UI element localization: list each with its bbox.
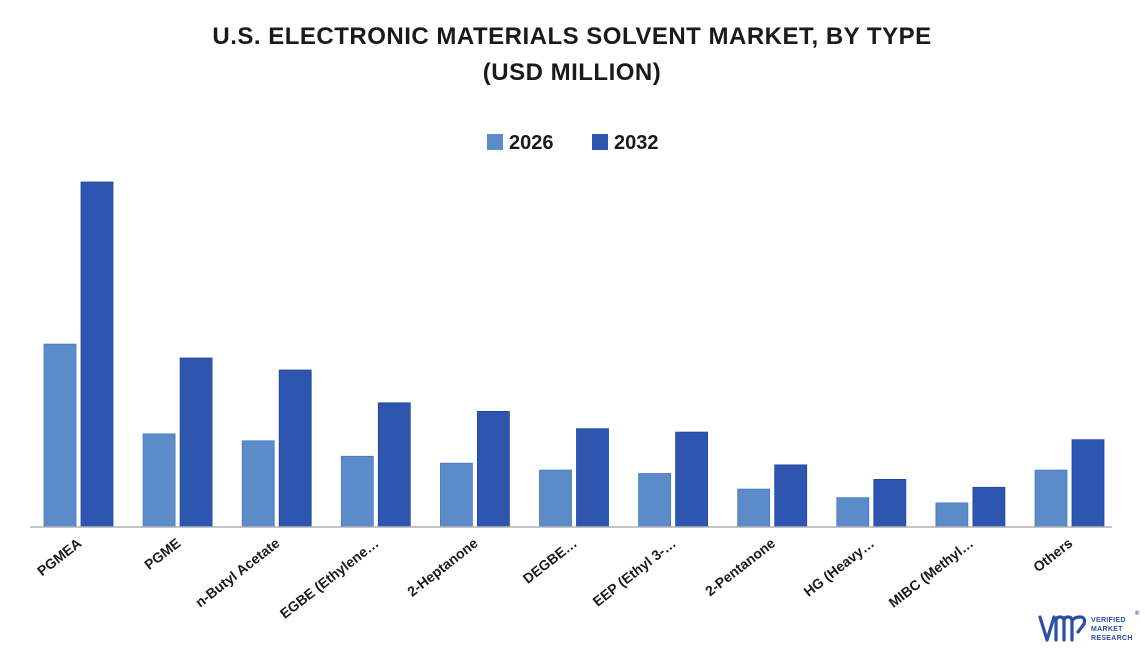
- bars-group: [43, 181, 1105, 528]
- x-tick-label-hg-heavy: HG (Heavy…: [800, 535, 877, 600]
- bar-2-heptanone-2032: [476, 410, 510, 528]
- bar-eep-ethyl-3-2032: [675, 431, 708, 528]
- chart-title: U.S. ELECTRONIC MATERIALS SOLVENT MARKET…: [212, 23, 931, 50]
- legend-swatch-2032: [592, 134, 608, 150]
- bar-degbe-2032: [576, 428, 609, 528]
- bar-n-butyl-acetate-2032: [278, 369, 312, 528]
- bar-mibc-methyl-2026: [935, 502, 969, 528]
- bar-2-pentanone-2026: [737, 488, 771, 528]
- x-tick-label-pgmea: PGMEA: [34, 535, 84, 579]
- x-tick-label-eep-ethyl-3: EEP (Ethyl 3-…: [590, 535, 679, 610]
- bar-eep-ethyl-3-2026: [638, 473, 671, 528]
- bar-2-heptanone-2026: [439, 462, 473, 528]
- legend-label-2026: 2026: [509, 132, 554, 154]
- bar-others-2032: [1071, 439, 1105, 528]
- logo-registered-mark: ®: [1135, 610, 1140, 617]
- x-tick-label-degbe: DEGBE…: [520, 535, 580, 587]
- bar-2-pentanone-2032: [774, 464, 808, 528]
- bar-pgmea-2026: [43, 343, 77, 528]
- x-tick-label-mibc-methyl: MIBC (Methyl…: [885, 535, 976, 611]
- bar-egbe-ethylene-2032: [377, 402, 411, 528]
- bar-mibc-methyl-2032: [972, 486, 1006, 528]
- bar-others-2026: [1034, 469, 1068, 528]
- x-tick-label-others: Others: [1030, 535, 1076, 576]
- bar-hg-heavy-2026: [836, 497, 870, 528]
- x-tick-label-pgme: PGME: [141, 535, 183, 573]
- legend: 2026 2032: [487, 132, 659, 154]
- bar-pgme-2032: [179, 357, 213, 528]
- legend-label-2032: 2032: [614, 132, 659, 154]
- logo-line-3: RESEARCH: [1091, 635, 1133, 642]
- bar-degbe-2026: [539, 469, 572, 528]
- x-tick-label-2-pentanone: 2-Pentanone: [702, 535, 778, 599]
- bar-egbe-ethylene-2026: [340, 455, 374, 528]
- x-tick-label-n-butyl-acetate: n-Butyl Acetate: [192, 535, 283, 611]
- legend-swatch-2026: [487, 134, 503, 150]
- bar-hg-heavy-2032: [873, 478, 907, 528]
- logo-mark: [1038, 615, 1087, 642]
- logo-line-1: VERIFIED: [1091, 617, 1126, 624]
- x-tick-label-2-heptanone: 2-Heptanone: [404, 535, 481, 600]
- bar-pgmea-2032: [80, 181, 114, 528]
- bar-pgme-2026: [142, 433, 176, 528]
- brand-logo: VERIFIED MARKET RESEARCH ®: [1038, 610, 1140, 642]
- chart-subtitle: (USD MILLION): [483, 59, 661, 86]
- x-tick-label-egbe-ethylene: EGBE (Ethylene…: [277, 535, 382, 622]
- logo-line-2: MARKET: [1091, 626, 1123, 633]
- bar-n-butyl-acetate-2026: [241, 440, 275, 528]
